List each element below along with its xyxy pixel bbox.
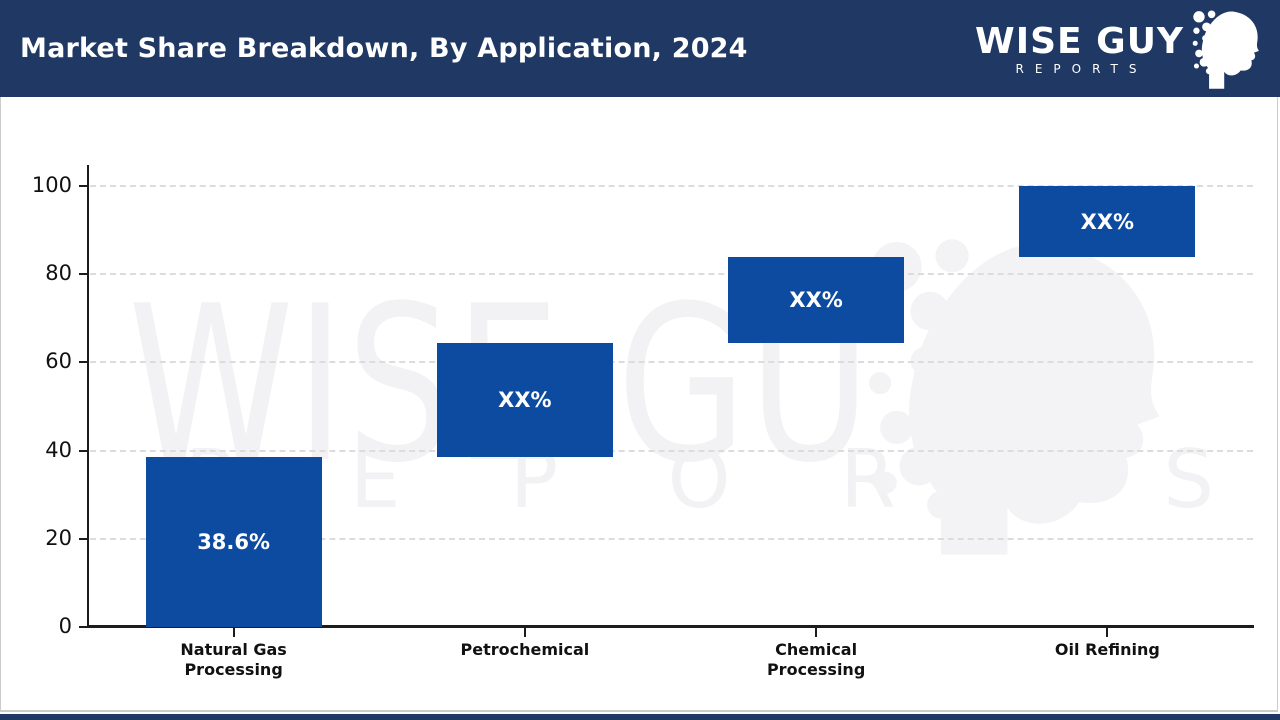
x-tick-mark: [815, 628, 818, 637]
x-axis-line: [87, 625, 1254, 628]
gridline-y40: [90, 449, 1253, 452]
y-tick-label: 0: [58, 614, 72, 638]
header: Market Share Breakdown, By Application, …: [0, 0, 1280, 97]
x-category-label: Oil Refining: [987, 640, 1227, 660]
gridline-y20: [90, 537, 1253, 540]
bar-4: XX%: [1019, 186, 1196, 258]
y-tick-mark: [79, 449, 87, 452]
y-axis-line: [87, 165, 89, 627]
x-category-label-line: Petrochemical: [460, 640, 590, 659]
logo-wiseguy-label: WISE GUY: [974, 20, 1184, 62]
bar-value-label: XX%: [1080, 209, 1135, 234]
gridline-y60: [90, 361, 1253, 364]
logo-reports-label: REPORTS: [1015, 61, 1148, 76]
y-tick-mark: [79, 537, 87, 540]
y-tick-label: 40: [45, 437, 72, 462]
x-category-label-line: Chemical: [775, 640, 858, 659]
x-category-label-line: Natural Gas: [180, 640, 287, 659]
y-tick-mark: [79, 361, 87, 364]
y-tick-label: 20: [45, 525, 72, 550]
x-category-label-line: Processing: [766, 660, 866, 679]
x-category-label: Chemical Processing: [696, 640, 936, 680]
gridline-y100: [90, 185, 1253, 187]
bar-value-label: 38.6%: [197, 529, 271, 554]
gridline-y80: [90, 273, 1253, 276]
wiseguy-logo: WISE GUY REPORTS: [975, 9, 1270, 89]
x-category-label-line: Oil Refining: [1054, 640, 1160, 659]
bar-1: 38.6%: [145, 456, 322, 627]
page-title: Market Share Breakdown, By Application, …: [20, 33, 748, 64]
x-tick-mark: [232, 628, 235, 637]
bar-value-label: XX%: [498, 387, 552, 412]
x-category-label: Petrochemical: [405, 640, 645, 660]
bar-2: XX%: [436, 342, 613, 457]
y-tick-label: 80: [45, 261, 72, 286]
watermark-reports-text: R E P O R T S: [185, 433, 1257, 526]
x-category-label: Natural Gas Processing: [114, 640, 354, 680]
x-tick-mark: [1106, 628, 1109, 637]
footer-bar: [0, 714, 1280, 720]
y-tick-label: 60: [45, 349, 72, 374]
y-tick-mark: [79, 626, 87, 628]
x-category-label-line: Processing: [184, 660, 283, 679]
wiseguy-face-icon: [1192, 10, 1259, 89]
x-tick-mark: [523, 628, 526, 637]
bar-3: XX%: [728, 257, 905, 343]
y-tick-mark: [79, 273, 87, 276]
wiseguy-logo-text: WISE GUY REPORTS: [974, 20, 1184, 76]
bar-value-label: XX%: [789, 288, 843, 313]
y-tick-mark: [79, 185, 87, 187]
y-tick-label: 100: [31, 173, 72, 197]
